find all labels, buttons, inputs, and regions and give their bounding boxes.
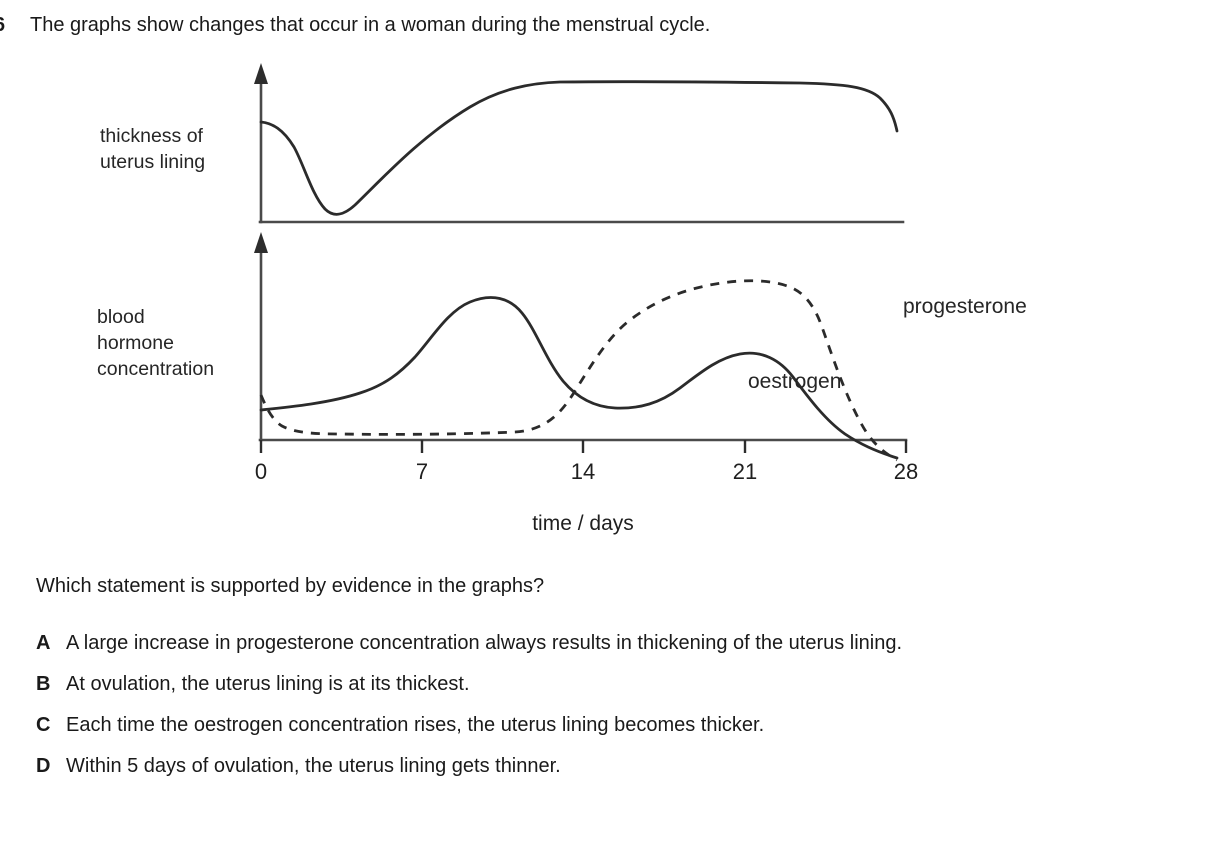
uterus-lining-axis-label-line2: uterus lining — [100, 151, 205, 173]
hormone-axis-label-line3: concentration — [97, 358, 214, 380]
x-tick-label-0: 0 — [255, 459, 267, 484]
answer-option-d-letter: D — [36, 755, 51, 777]
question-stem: 6 The graphs show changes that occur in … — [0, 12, 1180, 38]
x-tick-label-28: 28 — [894, 459, 918, 484]
hormone-concentration-graph: blood hormone concentration 0 7 14 21 28 — [97, 232, 1027, 535]
menstrual-cycle-figure: thickness of uterus lining blood hormone… — [0, 55, 1120, 555]
x-tick-label-14: 14 — [571, 459, 595, 484]
x-tick-label-7: 7 — [416, 459, 428, 484]
answer-option-c-letter: C — [36, 714, 51, 736]
answer-option-a-text: A large increase in progesterone concent… — [66, 632, 903, 654]
uterus-y-axis-arrowhead — [254, 63, 268, 84]
question-number: 6 — [0, 12, 16, 38]
answer-option-d[interactable]: D Within 5 days of ovulation, the uterus… — [36, 753, 1181, 780]
progesterone-label: progesterone — [903, 295, 1027, 318]
uterus-lining-axis-label-line1: thickness of — [100, 125, 204, 147]
oestrogen-curve — [259, 296, 899, 460]
answer-option-b[interactable]: B At ovulation, the uterus lining is at … — [36, 671, 1181, 698]
question-lead-in: Which statement is supported by evidence… — [36, 575, 545, 597]
oestrogen-label: oestrogen — [748, 370, 841, 393]
x-tick-label-21: 21 — [733, 459, 757, 484]
progesterone-curve — [259, 279, 898, 462]
answer-option-c-text: Each time the oestrogen concentration ri… — [66, 714, 765, 736]
answer-option-b-text: At ovulation, the uterus lining is at it… — [66, 673, 470, 695]
uterus-lining-graph: thickness of uterus lining — [100, 63, 905, 224]
answer-option-c[interactable]: C Each time the oestrogen concentration … — [36, 712, 1181, 739]
uterus-lining-curve — [259, 80, 899, 216]
x-axis-title: time / days — [532, 512, 634, 535]
answer-options-list: A A large increase in progesterone conce… — [36, 630, 1181, 794]
question-stem-text: The graphs show changes that occur in a … — [30, 14, 711, 36]
answer-option-d-text: Within 5 days of ovulation, the uterus l… — [66, 755, 561, 777]
hormone-axis-label-line2: hormone — [97, 332, 174, 354]
hormone-y-axis-arrowhead — [254, 232, 268, 253]
hormone-axis-label-line1: blood — [97, 306, 145, 328]
answer-option-a-letter: A — [36, 632, 51, 654]
graphs-svg: thickness of uterus lining blood hormone… — [97, 63, 1027, 535]
answer-option-b-letter: B — [36, 673, 51, 695]
answer-option-a[interactable]: A A large increase in progesterone conce… — [36, 630, 1181, 657]
